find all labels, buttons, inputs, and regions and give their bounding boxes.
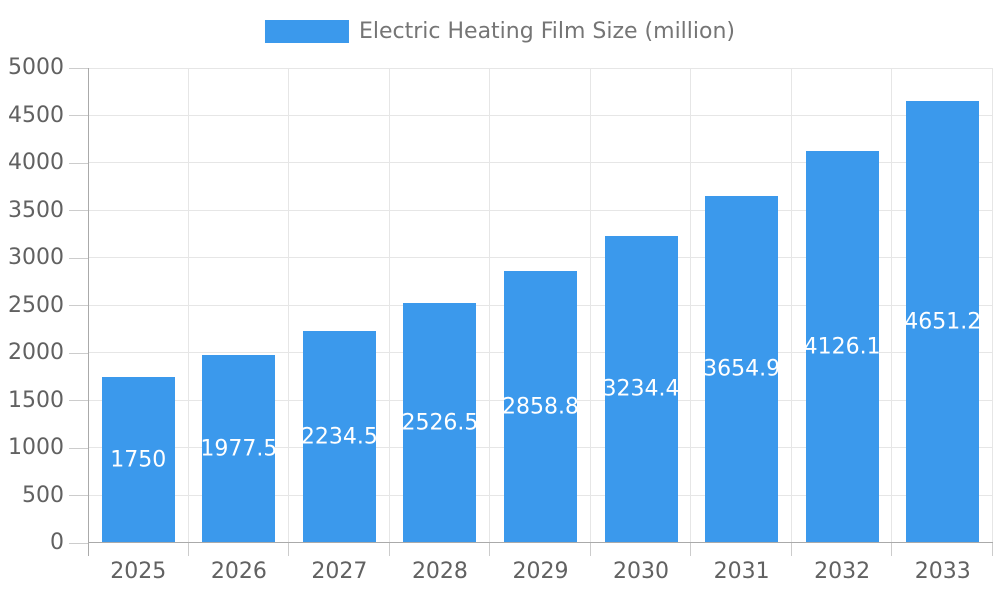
v-gridline bbox=[992, 68, 993, 543]
y-axis-tick bbox=[69, 305, 88, 306]
y-axis-label: 0 bbox=[50, 530, 64, 555]
x-axis-label: 2026 bbox=[210, 559, 267, 584]
v-gridline bbox=[690, 68, 692, 543]
v-gridline bbox=[489, 68, 491, 543]
bar-value-label: 3234.4 bbox=[602, 376, 680, 402]
y-axis-tick bbox=[69, 447, 88, 449]
legend-swatch-icon bbox=[264, 20, 349, 43]
bar[interactable] bbox=[805, 151, 879, 543]
y-axis-tick bbox=[69, 542, 88, 544]
x-axis-label: 2033 bbox=[914, 559, 971, 584]
y-axis-label: 1000 bbox=[8, 435, 64, 460]
bar[interactable] bbox=[202, 355, 276, 543]
x-axis-tick bbox=[891, 543, 893, 556]
y-axis-label: 500 bbox=[22, 482, 64, 508]
bar-value-label: 1977.5 bbox=[200, 436, 278, 462]
x-axis-tick bbox=[388, 543, 390, 556]
x-axis-label: 2029 bbox=[512, 559, 569, 584]
x-axis-tick bbox=[589, 543, 591, 556]
y-axis-label: 4000 bbox=[8, 150, 64, 175]
y-axis-tick bbox=[69, 210, 88, 211]
x-axis-tick bbox=[992, 543, 993, 556]
v-gridline bbox=[589, 68, 591, 543]
bar-value-label: 2234.5 bbox=[300, 424, 378, 450]
bar[interactable] bbox=[604, 235, 678, 543]
bar-value-label: 4651.2 bbox=[904, 309, 982, 335]
x-axis-label: 2027 bbox=[311, 559, 368, 584]
y-axis-label: 2500 bbox=[8, 292, 64, 318]
y-axis-label: 5000 bbox=[8, 55, 64, 80]
x-axis-label: 2032 bbox=[814, 559, 871, 584]
h-gridline bbox=[88, 209, 993, 211]
bar-value-label: 2526.5 bbox=[401, 410, 479, 436]
bar[interactable] bbox=[302, 330, 376, 543]
h-gridline bbox=[88, 162, 993, 163]
y-axis-label: 4500 bbox=[8, 102, 64, 128]
y-axis-tick bbox=[69, 162, 88, 164]
bar[interactable] bbox=[101, 376, 175, 543]
legend-label: Electric Heating Film Size (million) bbox=[358, 19, 736, 44]
bar-value-label: 3654.9 bbox=[703, 356, 781, 382]
bar[interactable] bbox=[403, 302, 477, 543]
x-axis-tick bbox=[690, 543, 692, 556]
y-axis-label: 2000 bbox=[8, 340, 64, 365]
y-axis-label: 3000 bbox=[8, 245, 64, 270]
y-axis-tick bbox=[69, 115, 88, 116]
bar-value-label: 1750 bbox=[110, 447, 167, 473]
bar[interactable] bbox=[705, 195, 779, 543]
x-axis-label: 2031 bbox=[713, 559, 770, 584]
h-gridline bbox=[88, 114, 993, 116]
v-gridline bbox=[288, 68, 290, 543]
y-axis-label: 3500 bbox=[8, 197, 64, 223]
h-gridline bbox=[88, 68, 993, 69]
y-axis-tick bbox=[69, 67, 88, 69]
x-axis-label: 2025 bbox=[110, 559, 167, 584]
v-gridline bbox=[891, 68, 893, 543]
y-axis-line bbox=[88, 68, 89, 556]
y-axis-label: 1500 bbox=[8, 387, 64, 413]
y-axis-tick bbox=[69, 352, 88, 354]
y-axis-tick bbox=[69, 495, 88, 496]
x-axis-tick bbox=[187, 543, 189, 556]
x-axis-label: 2030 bbox=[613, 559, 670, 584]
plot-area: 0 500 1000 1500 2000 2500 3000 3500 4000 4500 5000… bbox=[8, 55, 993, 584]
legend[interactable]: Electric Heating Film Size (million) bbox=[264, 19, 736, 44]
bar-value-label: 2858.8 bbox=[502, 394, 579, 420]
y-axis-tick bbox=[69, 400, 88, 401]
y-axis-tick bbox=[69, 257, 88, 259]
x-axis-tick bbox=[489, 543, 491, 556]
v-gridline bbox=[388, 68, 390, 543]
bar[interactable] bbox=[504, 271, 577, 543]
h-gridline bbox=[88, 257, 993, 258]
bar-value-label: 4126.1 bbox=[803, 334, 881, 360]
v-gridline bbox=[187, 68, 189, 543]
x-axis-label: 2028 bbox=[411, 559, 468, 584]
v-gridline bbox=[790, 68, 792, 543]
x-axis-tick bbox=[288, 543, 290, 556]
x-axis-tick bbox=[790, 543, 792, 556]
bar[interactable] bbox=[906, 101, 980, 543]
x-axis-line bbox=[88, 542, 993, 543]
